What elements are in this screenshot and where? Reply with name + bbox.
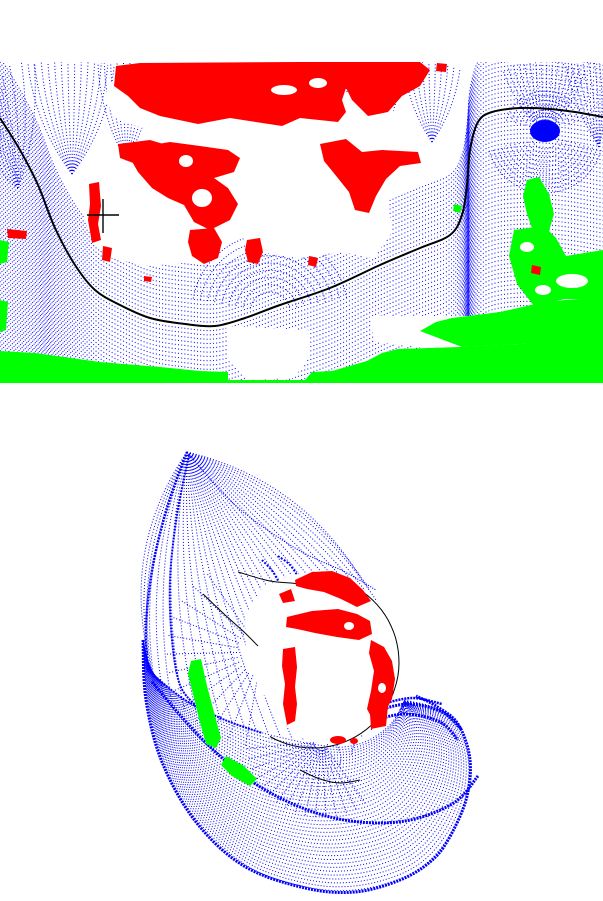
cursor-crosshair <box>87 199 119 233</box>
synoptic-source-surface-map[interactable] <box>0 48 603 559</box>
field-lines-3d-view <box>140 451 480 895</box>
